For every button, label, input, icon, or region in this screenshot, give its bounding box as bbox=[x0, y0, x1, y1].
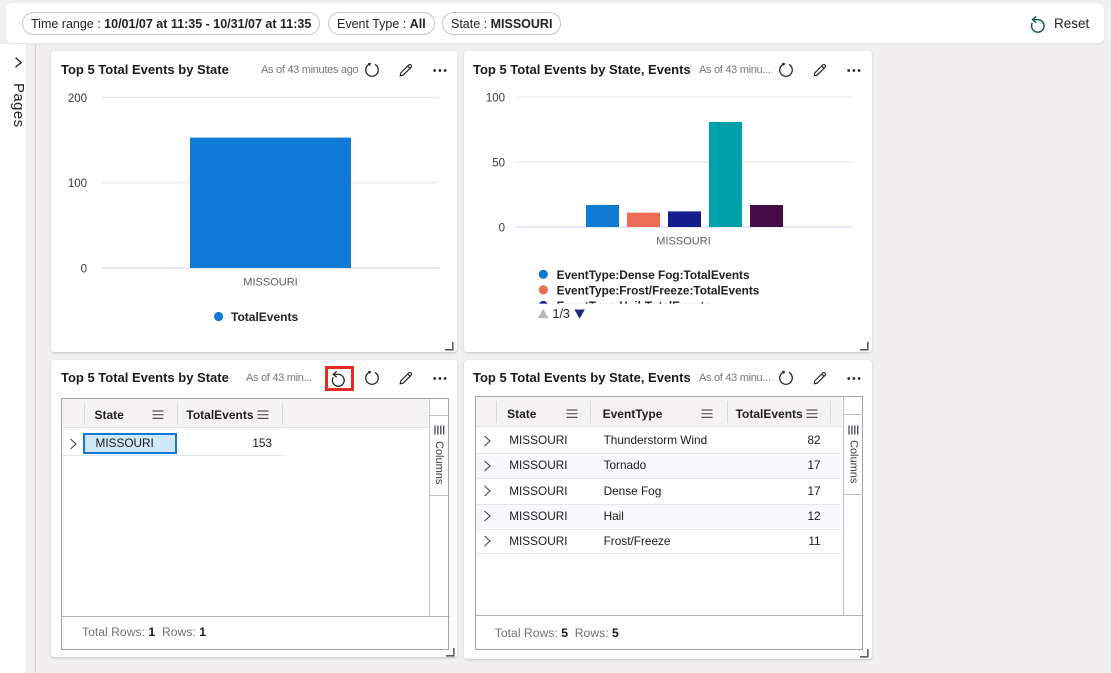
svg-text:EventType:Dense Fog:TotalEvent: EventType:Dense Fog:TotalEvents bbox=[557, 268, 750, 282]
svg-text:1/3: 1/3 bbox=[553, 307, 570, 321]
svg-text:50: 50 bbox=[492, 157, 505, 169]
svg-text:0: 0 bbox=[81, 263, 87, 275]
svg-text:200: 200 bbox=[68, 93, 87, 105]
svg-text:100: 100 bbox=[486, 92, 505, 104]
svg-text:100: 100 bbox=[68, 178, 87, 190]
svg-text:MISSOURI: MISSOURI bbox=[243, 277, 297, 289]
svg-text:MISSOURI: MISSOURI bbox=[656, 236, 710, 248]
svg-text:EventType:Hail:TotalEvents: EventType:Hail:TotalEvents bbox=[557, 299, 712, 313]
svg-text:TotalEvents: TotalEvents bbox=[231, 310, 298, 324]
svg-text:EventType:Frost/Freeze:TotalEv: EventType:Frost/Freeze:TotalEvents bbox=[557, 283, 760, 297]
svg-text:0: 0 bbox=[499, 222, 505, 234]
